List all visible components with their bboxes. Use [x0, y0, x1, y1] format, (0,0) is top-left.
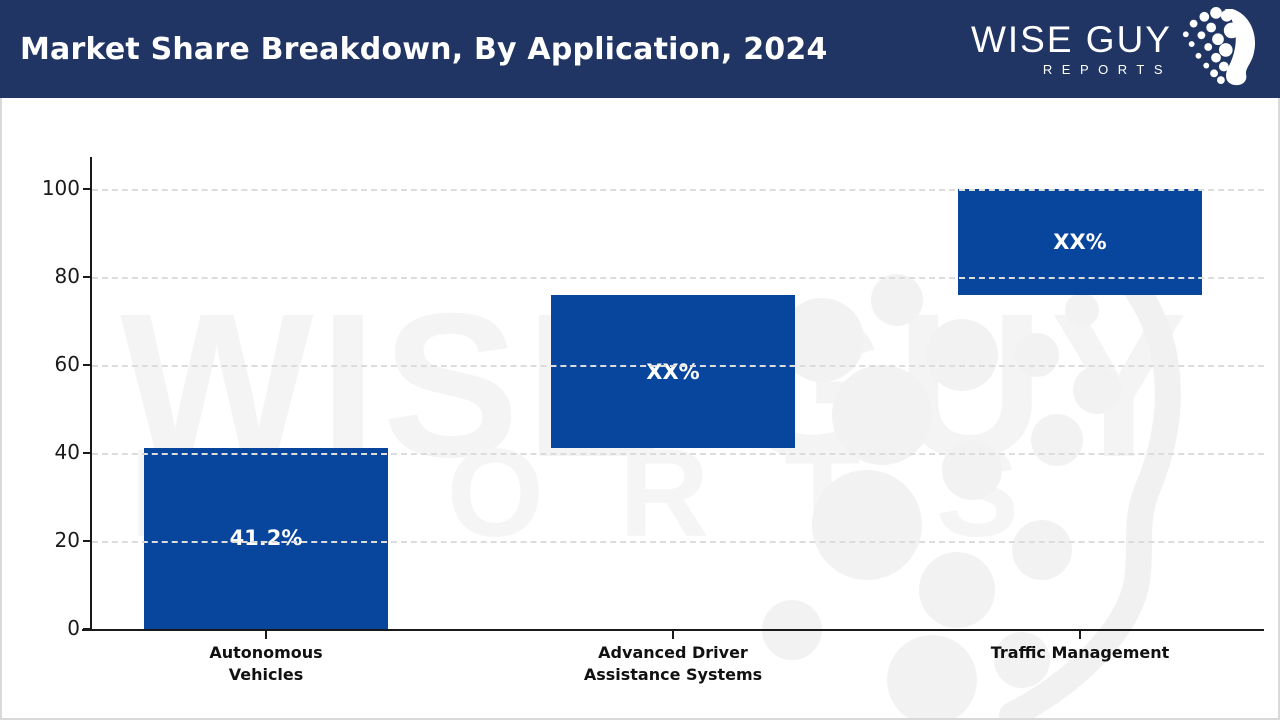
y-tick-label-0: 0 — [67, 616, 80, 640]
watermark-head-icon — [642, 140, 1202, 718]
y-tick-mark-20 — [83, 540, 91, 542]
x-tick-mark — [1079, 631, 1081, 639]
gridline-60 — [92, 365, 1264, 367]
logo-wordmark: WISE GUY — [970, 19, 1172, 60]
y-tick-mark-60 — [83, 364, 91, 366]
chart-title: Market Share Breakdown, By Application, … — [20, 31, 828, 67]
y-tick-label-60: 60 — [54, 352, 80, 376]
y-tick-mark-100 — [83, 188, 91, 190]
y-tick-mark-80 — [83, 276, 91, 278]
wise-guy-reports-logo: WISE GUY REPORTS — [971, 7, 1256, 91]
logo-subtitle: REPORTS — [1042, 62, 1172, 77]
gridline-40 — [92, 453, 1264, 455]
gridline-100 — [92, 189, 1264, 191]
gridline-80 — [92, 277, 1264, 279]
x-tick-mark — [672, 631, 674, 639]
gridline-20 — [92, 541, 1264, 543]
y-tick-label-80: 80 — [54, 264, 80, 288]
y-tick-label-20: 20 — [54, 528, 80, 552]
x-axis-line — [82, 629, 1264, 631]
category-label: Advanced Driver Assistance Systems — [583, 643, 763, 684]
x-tick-mark — [265, 631, 267, 639]
bar-value-label: XX% — [1053, 230, 1107, 255]
bar-segment: XX% — [551, 295, 795, 448]
logo-text: WISE GUY REPORTS — [971, 21, 1172, 77]
category-label: Traffic Management — [990, 643, 1170, 662]
bar-value-label: XX% — [646, 359, 700, 384]
bar-value-label: 41.2% — [229, 526, 303, 551]
y-tick-label-40: 40 — [54, 440, 80, 464]
header-bar: Market Share Breakdown, By Application, … — [0, 0, 1280, 98]
bar-segment: XX% — [958, 189, 1202, 296]
y-tick-mark-40 — [83, 452, 91, 454]
category-label: Autonomous Vehicles — [209, 643, 323, 684]
y-axis-line — [90, 157, 92, 631]
bar-segment: 41.2% — [144, 447, 388, 629]
y-tick-label-100: 100 — [41, 176, 80, 200]
logo-head-icon — [1178, 7, 1256, 91]
y-tick-mark-0 — [83, 628, 91, 630]
